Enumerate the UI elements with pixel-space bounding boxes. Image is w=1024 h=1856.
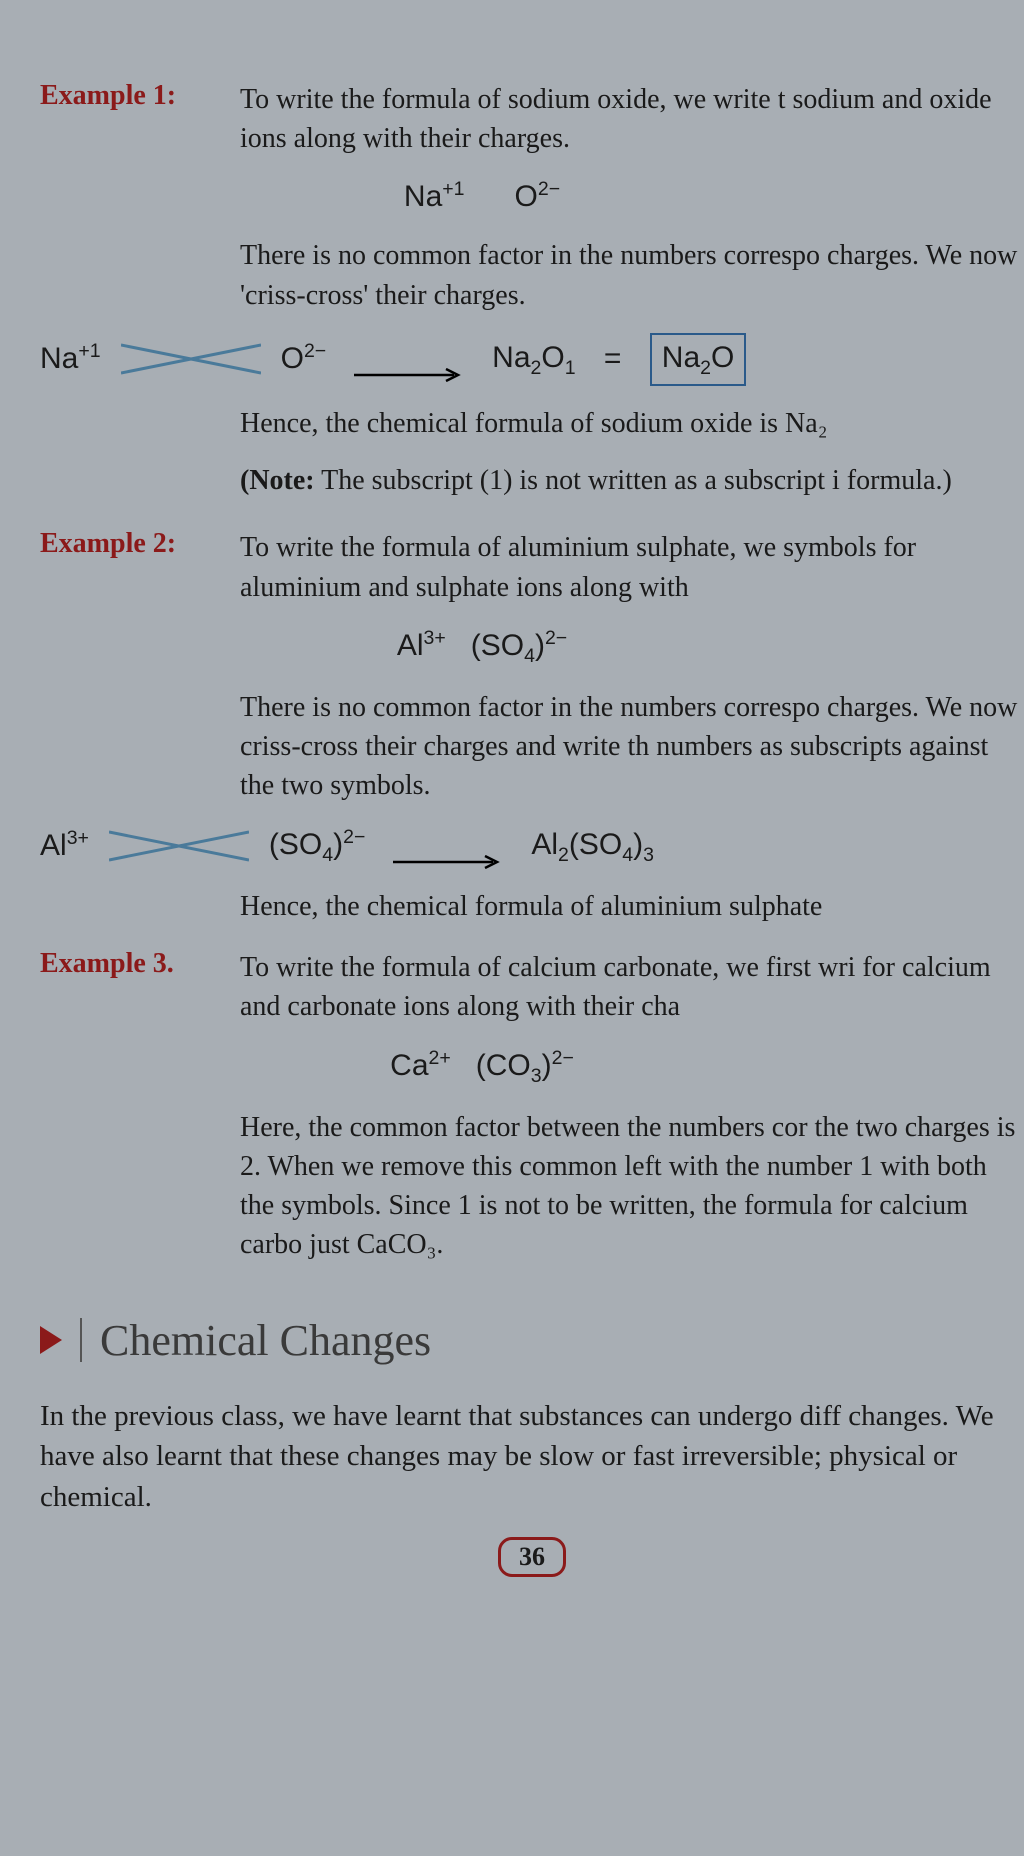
section-heading-row: Chemical Changes <box>40 1315 1024 1366</box>
example-3-p1: Here, the common factor between the numb… <box>240 1108 1024 1265</box>
example-1-crisscross: Na+1 O2− Na2O1 = Na2O <box>40 333 1024 386</box>
example-2-p2: Hence, the chemical formula of aluminium… <box>240 887 1024 926</box>
arrow-icon <box>393 839 503 853</box>
example-3-intro: To write the formula of calcium carbonat… <box>240 948 1024 1026</box>
criss-cross-icon <box>109 826 249 866</box>
example-2-p1: There is no common factor in the numbers… <box>240 688 1024 806</box>
example-2: Example 2: To write the formula of alumi… <box>40 528 1024 606</box>
boxed-result: Na2O <box>650 333 747 386</box>
example-1-label: Example 1: <box>40 80 240 158</box>
example-1-intro: To write the formula of sodium oxide, we… <box>240 80 1024 158</box>
note-text: The subscript (1) is not written as a su… <box>315 465 952 496</box>
example-2-ions: Al3+ (SO4)2− <box>0 625 1024 670</box>
page-number-value: 36 <box>498 1537 566 1577</box>
note-label: (Note: <box>240 465 315 496</box>
example-1-note: (Note: The subscript (1) is not written … <box>240 461 1024 500</box>
example-1-ions: Na+1O2− <box>0 176 1024 218</box>
example-1-p2: Hence, the chemical formula of sodium ox… <box>240 404 1024 443</box>
example-1: Example 1: To write the formula of sodiu… <box>40 80 1024 158</box>
example-1-p1: There is no common factor in the numbers… <box>240 236 1024 314</box>
example-3-label: Example 3. <box>40 948 240 1026</box>
example-2-label: Example 2: <box>40 528 240 606</box>
criss-cross-icon <box>121 339 261 379</box>
divider <box>80 1318 82 1362</box>
example-2-crisscross: Al3+ (SO4)2− Al2(SO4)3 <box>40 824 1024 869</box>
example-3-ions: Ca2+ (CO3)2− <box>0 1045 1024 1090</box>
arrow-icon <box>354 352 464 366</box>
triangle-icon <box>40 1326 62 1354</box>
example-2-intro: To write the formula of aluminium sulpha… <box>240 528 1024 606</box>
section-heading: Chemical Changes <box>100 1315 431 1366</box>
example-3: Example 3. To write the formula of calci… <box>40 948 1024 1026</box>
page-number: 36 <box>40 1537 1024 1577</box>
section-para: In the previous class, we have learnt th… <box>40 1396 1024 1518</box>
